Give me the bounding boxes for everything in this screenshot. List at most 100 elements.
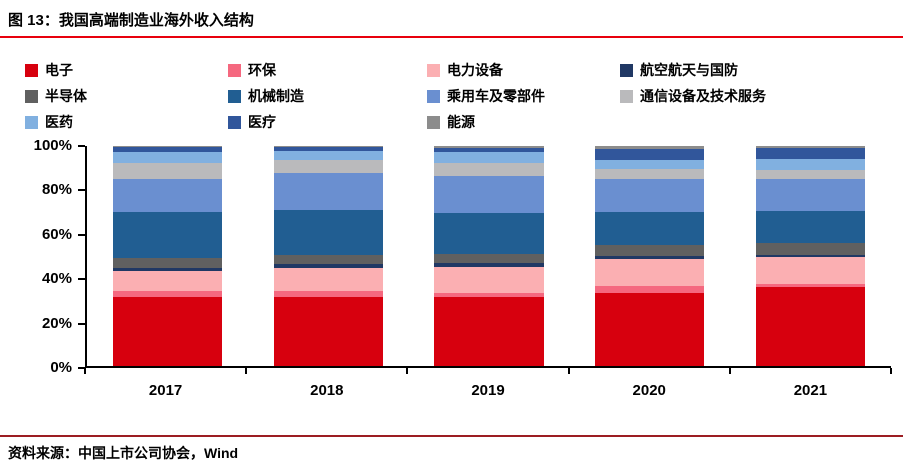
bar-segment <box>595 169 705 179</box>
x-axis-tick <box>567 368 570 374</box>
bar-segment <box>755 254 866 257</box>
y-axis-tick-label: 20% <box>41 314 72 332</box>
legend-swatch-icon <box>427 115 440 129</box>
bar-segment <box>273 147 383 152</box>
bar-segment <box>755 243 866 255</box>
legend-item: 半导体 <box>25 88 228 104</box>
x-axis-label: 2020 <box>632 382 666 399</box>
bar-segment <box>595 146 705 149</box>
bar-segment <box>112 268 223 272</box>
legend-label: 半导体 <box>45 88 87 104</box>
bar-segment <box>755 210 866 244</box>
bar-segment <box>755 170 866 180</box>
y-axis-tick <box>78 145 85 147</box>
legend-swatch-icon <box>25 89 38 103</box>
bar-segment <box>112 163 223 180</box>
bar-segment <box>112 290 223 297</box>
legend-label: 航空航天与国防 <box>640 62 738 78</box>
bar-segment <box>755 146 866 148</box>
y-axis-tick-label: 0% <box>50 359 72 376</box>
legend-item: 能源 <box>427 114 620 130</box>
bar-segment <box>273 151 383 161</box>
bar-segment <box>273 297 383 366</box>
source-block: 资料来源：中国上市公司协会，Wind <box>0 435 903 462</box>
x-axis-tick <box>84 368 86 374</box>
bar-segment <box>112 296 223 366</box>
x-axis-tick <box>245 368 248 374</box>
legend-item: 通信设备及技术服务 <box>620 88 893 104</box>
y-axis-tick-label: 60% <box>41 225 72 243</box>
stacked-bar-2019 <box>434 146 544 366</box>
y-axis-tick <box>78 367 85 369</box>
stacked-bar-2018 <box>273 146 383 366</box>
bar-segment <box>112 212 223 259</box>
bar-segment <box>273 146 383 148</box>
bar-segment <box>434 254 544 264</box>
legend-item: 电子 <box>25 62 228 78</box>
bar-segment <box>595 286 705 293</box>
x-axis-tick <box>406 368 409 374</box>
y-axis-tick <box>78 189 85 192</box>
y-axis-tick-label: 80% <box>41 181 72 199</box>
legend-item: 电力设备 <box>427 62 620 78</box>
stacked-bar-2017 <box>112 146 223 366</box>
legend-label: 医疗 <box>248 114 276 130</box>
bar-segment <box>112 258 223 269</box>
bar-segment <box>434 152 544 163</box>
x-axis-label: 2017 <box>148 382 183 399</box>
y-axis-tick <box>78 233 85 236</box>
legend-item: 医疗 <box>228 114 427 130</box>
bar-slot <box>87 146 248 366</box>
bar-segment <box>434 296 544 366</box>
bar-segment <box>434 293 544 297</box>
bar-segment <box>273 267 383 292</box>
legend-label: 医药 <box>45 114 73 130</box>
legend-swatch-icon <box>427 89 440 103</box>
bar-segment <box>273 160 383 174</box>
bar-segment <box>595 159 705 170</box>
bar-slot <box>409 146 570 366</box>
bar-segment <box>755 179 866 211</box>
bar-segment <box>595 245 705 256</box>
bar-segment <box>755 284 866 288</box>
y-axis-tick-label: 40% <box>41 270 72 288</box>
bar-segment <box>434 267 544 294</box>
legend-swatch-icon <box>228 63 241 77</box>
bar-segment <box>112 146 223 148</box>
bar-segment <box>434 175 544 214</box>
legend-label: 电子 <box>45 62 73 78</box>
bar-segment <box>755 159 866 171</box>
stacked-bar-2021 <box>755 146 866 366</box>
bar-segment <box>112 152 223 164</box>
bar-segment <box>112 147 223 153</box>
legend-swatch-icon <box>427 63 440 77</box>
figure-title-block: 图 13：我国高端制造业海外收入结构 <box>0 0 903 38</box>
legend-label: 环保 <box>248 62 276 78</box>
bar-segment <box>273 255 383 265</box>
bar-slot <box>248 146 409 366</box>
legend-swatch-icon <box>228 115 241 129</box>
legend-label: 乘用车及零部件 <box>447 88 545 104</box>
bar-segment <box>273 291 383 298</box>
bar-segment <box>755 287 866 366</box>
bar-segment <box>434 162 544 176</box>
bar-segment <box>112 179 223 213</box>
bar-segment <box>273 264 383 268</box>
bar-slot <box>730 146 891 366</box>
legend-label: 能源 <box>447 114 475 130</box>
bar-segment <box>434 263 544 268</box>
x-axis-ticks <box>84 368 892 374</box>
bar-segment <box>273 173 383 211</box>
x-axis-label: 2021 <box>793 382 828 399</box>
y-axis: 0% 20% 40% 60% 80% 100% <box>0 137 85 376</box>
legend-item: 机械制造 <box>228 88 427 104</box>
plot-area <box>85 146 891 368</box>
source-text: 资料来源：中国上市公司协会，Wind <box>8 445 239 461</box>
legend-swatch-icon <box>228 89 241 103</box>
bar-segment <box>434 146 544 148</box>
legend-label: 通信设备及技术服务 <box>640 88 766 104</box>
chart-legend: 电子 环保 电力设备 航空航天与国防半导体 机械制造 乘用车及零部件 通信设备及技术服务医药… <box>25 62 893 130</box>
legend-swatch-icon <box>25 63 38 77</box>
figure-title: 图 13：我国高端制造业海外收入结构 <box>8 12 254 29</box>
